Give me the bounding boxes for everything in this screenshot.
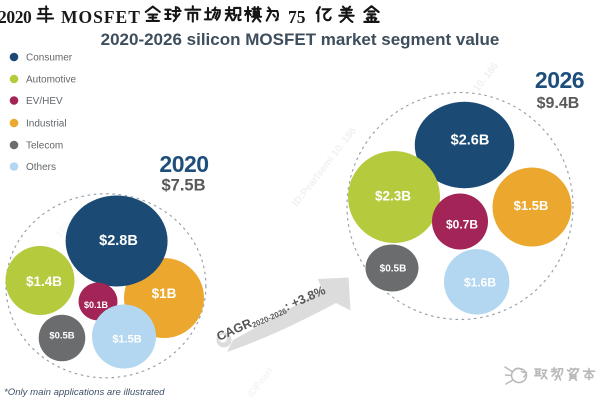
svg-text:2026: 2026 <box>535 67 584 93</box>
svg-text:$0.7B: $0.7B <box>446 218 478 232</box>
svg-text:$0.5B: $0.5B <box>380 264 407 275</box>
svg-text:$1.5B: $1.5B <box>514 198 549 213</box>
svg-text:Telecom: Telecom <box>26 141 63 152</box>
svg-text:$1B: $1B <box>152 286 177 301</box>
svg-text:2020: 2020 <box>0 7 32 27</box>
svg-text:MOSFET: MOSFET <box>61 7 141 27</box>
svg-text:$9.4B: $9.4B <box>537 95 580 112</box>
svg-text:$2.8B: $2.8B <box>99 233 138 249</box>
svg-text:$2.3B: $2.3B <box>375 189 411 204</box>
svg-text:Automotive: Automotive <box>26 75 76 86</box>
svg-text:$1.6B: $1.6B <box>464 276 496 290</box>
svg-text:75: 75 <box>288 7 306 27</box>
svg-text:$0.5B: $0.5B <box>49 331 74 342</box>
svg-text:Consumer: Consumer <box>26 53 73 64</box>
svg-text:$1.5B: $1.5B <box>112 334 141 346</box>
svg-text:EV/HEV: EV/HEV <box>26 96 63 107</box>
svg-text:$0.1B: $0.1B <box>84 300 109 310</box>
svg-text:$7.5B: $7.5B <box>161 177 205 195</box>
svg-text:2020: 2020 <box>159 151 208 177</box>
svg-text:2020-2026 silicon MOSFET marke: 2020-2026 silicon MOSFET market segment … <box>101 30 500 49</box>
svg-text:10. 186: 10. 186 <box>472 60 501 93</box>
svg-text:Others: Others <box>26 162 56 173</box>
svg-text:*Only main applications are il: *Only main applications are illustrated <box>4 387 165 398</box>
svg-text:IDPearl: IDPearl <box>246 366 276 400</box>
svg-text:$1.4B: $1.4B <box>26 274 62 289</box>
svg-text:$2.6B: $2.6B <box>451 133 490 149</box>
svg-text:Industrial: Industrial <box>26 119 67 130</box>
